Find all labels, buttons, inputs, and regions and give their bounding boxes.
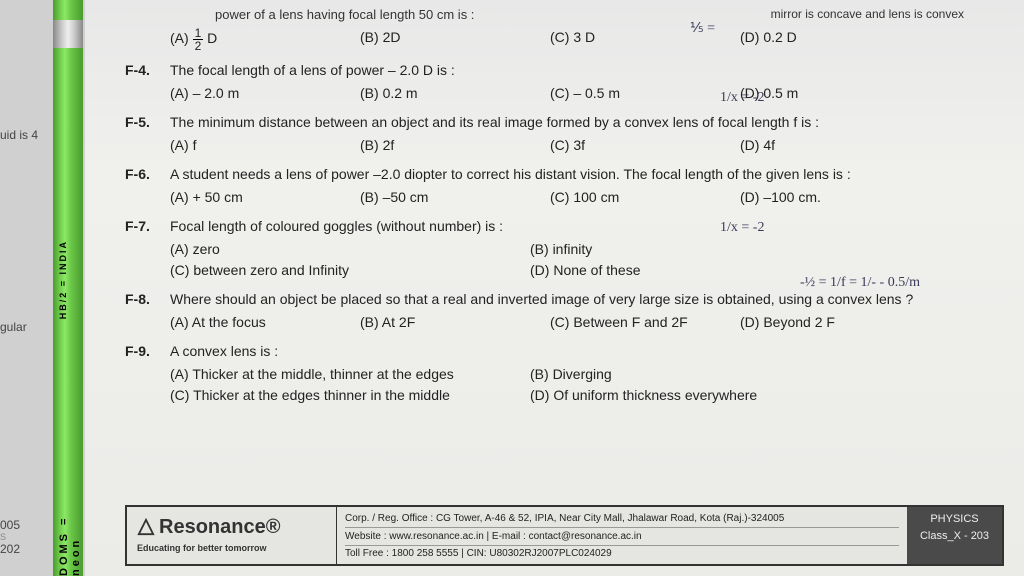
side-num-2: 202 — [0, 542, 20, 556]
q5-opt-c: (C) 3f — [550, 135, 720, 156]
pencil-model: HB/2 = INDIA — [58, 240, 72, 319]
side-s: S — [0, 532, 20, 542]
q7-text: Focal length of coloured goggles (withou… — [170, 216, 1004, 237]
footer-mid: Corp. / Reg. Office : CG Tower, A-46 & 5… — [337, 507, 907, 564]
resonance-icon — [137, 518, 155, 536]
side-num-1: 005 — [0, 518, 20, 532]
qnum-f5: F-5. — [125, 112, 170, 156]
footer-logo-sub: Educating for better tomorrow — [137, 542, 326, 556]
q9-opt-a: (A) Thicker at the middle, thinner at th… — [170, 364, 510, 385]
q6-opt-d: (D) –100 cm. — [740, 187, 910, 208]
question-f5: F-5. The minimum distance between an obj… — [125, 112, 1004, 156]
pencil: DOMS = neon HB/2 = INDIA — [38, 0, 90, 576]
handwriting-2: 1/x = -2 — [720, 90, 764, 106]
q6-opt-c: (C) 100 cm — [550, 187, 720, 208]
q9-opt-b: (B) Diverging — [530, 364, 700, 385]
qnum-blank — [125, 25, 170, 52]
footer-toll: Toll Free : 1800 258 5555 | CIN: U80302R… — [345, 546, 899, 561]
q8-opt-a: (A) At the focus — [170, 312, 340, 333]
q6-opt-b: (B) –50 cm — [360, 187, 530, 208]
q6-opt-a: (A) + 50 cm — [170, 187, 340, 208]
side-numbers: 005 S 202 — [0, 518, 20, 556]
q4-opt-d: (D) 0.5 m — [740, 83, 910, 104]
handwriting-3: 1/x = -2 — [720, 220, 764, 236]
q8-text: Where should an object be placed so that… — [170, 289, 1004, 310]
qnum-f4: F-4. — [125, 60, 170, 104]
qnum-f9: F-9. — [125, 341, 170, 406]
q4-opt-b: (B) 0.2 m — [360, 83, 530, 104]
q9-opt-d: (D) Of uniform thickness everywhere — [530, 385, 757, 406]
question-f7: F-7. Focal length of coloured goggles (w… — [125, 216, 1004, 281]
question-f8: F-8. Where should an object be placed so… — [125, 289, 1004, 333]
q8-opt-b: (B) At 2F — [360, 312, 530, 333]
q5-opt-d: (D) 4f — [740, 135, 910, 156]
q8-opt-d: (D) Beyond 2 F — [740, 312, 910, 333]
q3-opt-d: (D) 0.2 D — [740, 27, 910, 52]
q6-text: A student needs a lens of power –2.0 dio… — [170, 164, 1004, 185]
q3-opt-a: (A) 12 D — [170, 27, 340, 52]
question-f4: F-4. The focal length of a lens of power… — [125, 60, 1004, 104]
q4-opt-a: (A) – 2.0 m — [170, 83, 340, 104]
q3-opt-b: (B) 2D — [360, 27, 530, 52]
handwriting-4: -½ = 1/f = 1/- - 0.5/m — [800, 275, 920, 291]
q7-opt-b: (B) infinity — [530, 239, 700, 260]
q9-text: A convex lens is : — [170, 341, 1004, 362]
footer-class: Class_X - 203 — [915, 528, 994, 545]
qnum-f8: F-8. — [125, 289, 170, 333]
q5-opt-b: (B) 2f — [360, 135, 530, 156]
q3-intro: power of a lens having focal length 50 c… — [215, 5, 474, 25]
handwriting-1: ⅕ = — [690, 20, 715, 37]
footer-logo: Resonance® Educating for better tomorrow — [127, 507, 337, 564]
side-text-gular: gular — [0, 320, 27, 334]
qnum-f6: F-6. — [125, 164, 170, 208]
footer-right: PHYSICS Class_X - 203 — [907, 507, 1002, 564]
footer: Resonance® Educating for better tomorrow… — [125, 505, 1004, 566]
question-3-opts: (A) 12 D (B) 2D (C) 3 D (D) 0.2 D — [125, 25, 1004, 52]
footer-subject: PHYSICS — [915, 511, 994, 528]
question-f9: F-9. A convex lens is : (A) Thicker at t… — [125, 341, 1004, 406]
header-note: mirror is concave and lens is convex — [771, 5, 964, 25]
footer-web: Website : www.resonance.ac.in | E-mail :… — [345, 528, 899, 546]
q8-opt-c: (C) Between F and 2F — [550, 312, 720, 333]
q4-text: The focal length of a lens of power – 2.… — [170, 60, 1004, 81]
q5-text: The minimum distance between an object a… — [170, 112, 1004, 133]
pencil-ferrule — [53, 20, 83, 48]
q9-opt-c: (C) Thicker at the edges thinner in the … — [170, 385, 510, 406]
q7-opt-d: (D) None of these — [530, 260, 700, 281]
qnum-f7: F-7. — [125, 216, 170, 281]
footer-logo-title: Resonance® — [159, 512, 280, 542]
footer-addr: Corp. / Reg. Office : CG Tower, A-46 & 5… — [345, 510, 899, 528]
q5-opt-a: (A) f — [170, 135, 340, 156]
question-f6: F-6. A student needs a lens of power –2.… — [125, 164, 1004, 208]
q4-opt-c: (C) – 0.5 m — [550, 83, 720, 104]
q7-opt-a: (A) zero — [170, 239, 510, 260]
pencil-brand: DOMS = neon — [58, 480, 72, 576]
q7-opt-c: (C) between zero and Infinity — [170, 260, 510, 281]
side-text-uid: uid is 4 — [0, 128, 38, 142]
